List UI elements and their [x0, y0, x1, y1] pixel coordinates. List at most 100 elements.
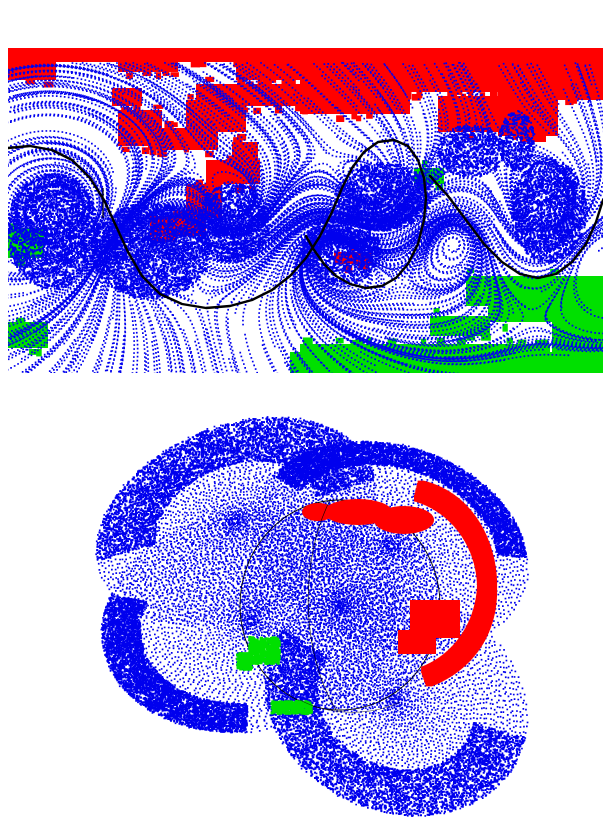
- region-edge-pixel: [514, 48, 524, 49]
- red-region-block: [118, 62, 178, 72]
- region-edge-pixel: [594, 49, 601, 56]
- globe-sweep-lower-left: [101, 594, 249, 734]
- region-edge-pixel: [135, 63, 145, 72]
- region-edge-pixel: [194, 210, 202, 217]
- region-edge-pixel: [403, 63, 411, 69]
- region-edge-pixel: [501, 101, 509, 109]
- region-edge-pixel: [590, 60, 597, 67]
- region-edge-pixel: [356, 115, 362, 122]
- separatrix-contour-right: [428, 174, 603, 280]
- region-edge-pixel: [335, 337, 344, 344]
- region-edge-pixel: [565, 306, 574, 312]
- region-edge-pixel: [336, 115, 345, 123]
- region-edge-pixel: [416, 90, 423, 99]
- region-edge-pixel: [257, 79, 263, 85]
- green-patch-dots: [270, 700, 313, 715]
- region-edge-pixel: [133, 57, 144, 65]
- region-edge-pixel: [432, 57, 442, 65]
- dense-core-patch: [510, 158, 588, 264]
- region-edge-pixel: [219, 48, 226, 50]
- region-edge-pixel: [511, 49, 519, 55]
- globe-green-patch: [270, 700, 313, 715]
- region-edge-pixel: [10, 57, 17, 65]
- lobe-sweep-band: [264, 629, 526, 817]
- region-edge-pixel: [433, 68, 439, 73]
- region-edge-pixel: [330, 63, 337, 71]
- lobe-sweep-band: [96, 416, 375, 561]
- region-edge-pixel: [269, 48, 278, 49]
- region-edge-pixel: [503, 69, 511, 76]
- region-edge-pixel: [29, 348, 38, 355]
- region-edge-pixel: [346, 60, 354, 67]
- region-edge-pixel: [205, 76, 215, 82]
- region-edge-pixel: [439, 346, 448, 354]
- region-edge-pixel: [195, 179, 204, 186]
- dense-core-patch: [90, 202, 212, 300]
- region-edge-pixel: [395, 345, 405, 351]
- dense-core-patch: [437, 124, 505, 178]
- region-edge-pixel: [314, 356, 321, 364]
- region-edge-pixel: [343, 48, 353, 53]
- region-edge-pixel: [121, 107, 131, 113]
- region-edge-pixel: [524, 56, 533, 65]
- region-edge-pixel: [467, 133, 474, 140]
- region-edge-pixel: [402, 92, 412, 100]
- region-edge-pixel: [408, 355, 416, 361]
- red-arc-cap2: [374, 506, 434, 534]
- region-edge-pixel: [562, 351, 573, 358]
- region-edge-pixel: [187, 94, 194, 100]
- region-edge-pixel: [587, 372, 595, 373]
- region-edge-pixel: [170, 72, 179, 77]
- region-edge-pixel: [337, 61, 346, 69]
- region-edge-pixel: [382, 48, 392, 49]
- region-edge-pixel: [229, 95, 239, 100]
- region-edge-pixel: [15, 317, 26, 324]
- region-edge-pixel: [486, 57, 493, 63]
- region-edge-pixel: [262, 79, 272, 88]
- green-patch-dots: [236, 652, 253, 671]
- region-edge-pixel: [302, 106, 308, 115]
- lobe-dot-cloud: [100, 507, 401, 734]
- region-edge-pixel: [523, 346, 530, 353]
- region-edge-pixel: [15, 56, 24, 62]
- region-edge-pixel: [580, 372, 588, 373]
- equirectangular-map-panel: [8, 48, 603, 373]
- region-edge-pixel: [197, 60, 207, 68]
- region-edge-pixel: [583, 317, 590, 324]
- region-edge-pixel: [466, 335, 476, 341]
- globe-projection-panel: [95, 416, 529, 817]
- globe-lobe-lower-left-lobe: [100, 507, 401, 734]
- region-edge-pixel: [400, 72, 408, 81]
- region-edge-pixel: [121, 146, 130, 153]
- region-edge-pixel: [455, 69, 466, 74]
- region-edge-pixel: [420, 338, 427, 345]
- region-edge-pixel: [479, 92, 486, 100]
- region-edge-pixel: [456, 337, 466, 345]
- region-edge-pixel: [43, 63, 50, 71]
- region-edge-pixel: [147, 55, 154, 61]
- region-edge-pixel: [535, 100, 543, 106]
- region-edge-pixel: [331, 79, 342, 86]
- globe-green-patch: [248, 636, 281, 665]
- globe-sweep-upper-left: [96, 416, 375, 561]
- lobe-sweep-band: [273, 440, 528, 558]
- globe-red-arc: [302, 480, 498, 687]
- region-edge-pixel: [531, 49, 539, 57]
- region-edge-pixel: [126, 72, 133, 80]
- region-edge-pixel: [29, 78, 36, 85]
- region-edge-pixel: [502, 344, 513, 353]
- region-edge-pixel: [361, 55, 370, 63]
- globe-lobe-upper-right-lobe: [252, 440, 529, 651]
- region-edge-pixel: [508, 91, 514, 97]
- region-edge-pixel: [335, 48, 341, 54]
- region-edge-pixel: [482, 51, 490, 56]
- region-edge-pixel: [467, 68, 476, 75]
- region-edge-pixel: [502, 323, 508, 332]
- region-edge-pixel: [523, 306, 532, 314]
- globe-latitude-line: [299, 699, 401, 713]
- region-edge-pixel: [203, 93, 209, 99]
- region-edge-pixel: [241, 107, 249, 113]
- region-edge-pixel: [580, 293, 590, 299]
- dense-core-patch: [498, 110, 536, 172]
